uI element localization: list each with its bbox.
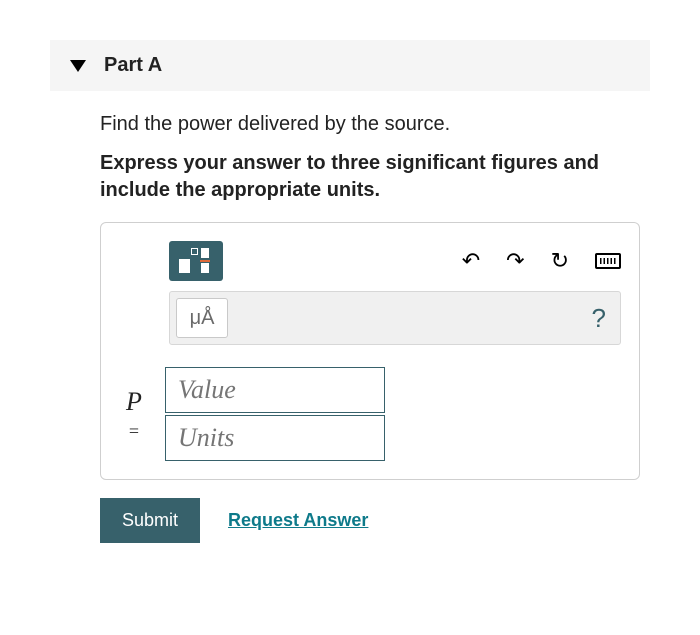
help-icon[interactable]: ? [592, 303, 606, 334]
undo-icon[interactable]: ↶ [462, 250, 480, 272]
collapse-icon [70, 60, 86, 72]
question-prompt: Find the power delivered by the source. [100, 113, 650, 136]
units-input[interactable] [165, 415, 385, 461]
toolbar-second-row: μÅ ? [169, 291, 621, 345]
redo-icon[interactable]: ↷ [506, 250, 524, 272]
value-input[interactable] [165, 367, 385, 413]
request-answer-link[interactable]: Request Answer [228, 510, 368, 531]
submit-button[interactable]: Submit [100, 498, 200, 543]
reset-icon[interactable]: ↻ [551, 250, 569, 272]
input-fields [165, 367, 385, 461]
part-title: Part A [104, 54, 162, 77]
answer-box: ↶ ↷ ↻ μÅ ? P = [100, 222, 640, 480]
answer-instruction: Express your answer to three significant… [100, 150, 650, 204]
variable-label: P [119, 387, 149, 417]
part-header[interactable]: Part A [50, 40, 650, 91]
action-row: Submit Request Answer [100, 498, 650, 543]
variable-stack: P = [119, 387, 149, 442]
equals-sign: = [119, 421, 149, 442]
template-button[interactable] [169, 241, 223, 281]
keyboard-icon[interactable] [595, 253, 621, 269]
toolbar-top-row: ↶ ↷ ↻ [169, 241, 621, 281]
units-symbol-button[interactable]: μÅ [176, 298, 228, 338]
toolbar-right-icons: ↶ ↷ ↻ [462, 250, 621, 272]
equation-row: P = [119, 367, 621, 461]
fraction-template-icon [179, 249, 213, 273]
content-area: Find the power delivered by the source. … [50, 113, 650, 543]
